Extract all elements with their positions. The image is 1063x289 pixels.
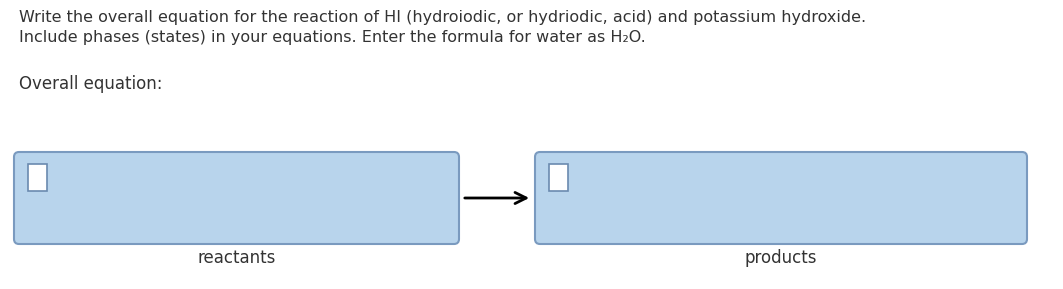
- FancyBboxPatch shape: [549, 164, 568, 191]
- Text: Overall equation:: Overall equation:: [19, 75, 163, 93]
- Text: Write the overall equation for the reaction of HI (hydroiodic, or hydriodic, aci: Write the overall equation for the react…: [19, 10, 866, 25]
- FancyBboxPatch shape: [535, 152, 1027, 244]
- Text: products: products: [745, 249, 817, 267]
- FancyBboxPatch shape: [14, 152, 459, 244]
- Text: Include phases (states) in your equations. Enter the formula for water as H₂O.: Include phases (states) in your equation…: [19, 30, 645, 45]
- Text: reactants: reactants: [198, 249, 275, 267]
- FancyBboxPatch shape: [28, 164, 47, 191]
